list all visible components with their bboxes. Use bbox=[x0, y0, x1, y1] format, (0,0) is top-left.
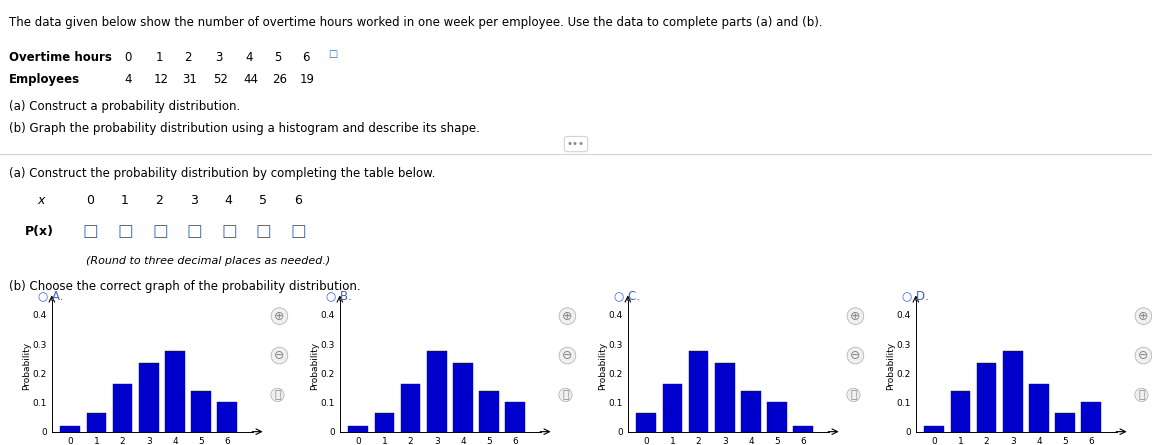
Text: (Round to three decimal places as needed.): (Round to three decimal places as needed… bbox=[86, 256, 331, 266]
Text: 4: 4 bbox=[245, 51, 253, 64]
Bar bbox=[348, 425, 367, 432]
Text: 2: 2 bbox=[184, 51, 192, 64]
Text: □: □ bbox=[328, 49, 338, 59]
Bar bbox=[401, 384, 420, 432]
Text: (a) Construct a probability distribution.: (a) Construct a probability distribution… bbox=[9, 100, 241, 113]
Text: ⊖: ⊖ bbox=[1138, 349, 1149, 362]
Text: 3: 3 bbox=[215, 51, 222, 64]
Text: 31: 31 bbox=[182, 73, 197, 86]
Bar bbox=[60, 425, 79, 432]
Bar bbox=[1003, 351, 1023, 432]
Bar bbox=[715, 364, 735, 432]
Bar bbox=[950, 392, 970, 432]
Bar bbox=[924, 425, 943, 432]
Text: (b) Graph the probability distribution using a histogram and describe its shape.: (b) Graph the probability distribution u… bbox=[9, 122, 480, 135]
Text: 2: 2 bbox=[156, 194, 164, 206]
Bar bbox=[1082, 402, 1101, 432]
Text: ⧉: ⧉ bbox=[562, 390, 569, 400]
Text: 19: 19 bbox=[300, 73, 314, 86]
Text: ○ C.: ○ C. bbox=[614, 289, 641, 302]
Bar bbox=[113, 384, 132, 432]
Text: ⊖: ⊖ bbox=[562, 349, 573, 362]
Bar bbox=[479, 392, 499, 432]
Text: □: □ bbox=[187, 222, 203, 240]
Text: ⊖: ⊖ bbox=[274, 349, 285, 362]
Bar bbox=[374, 413, 394, 432]
Text: 52: 52 bbox=[213, 73, 228, 86]
Text: 26: 26 bbox=[272, 73, 287, 86]
Y-axis label: Probability: Probability bbox=[22, 342, 31, 390]
Text: P(x): P(x) bbox=[25, 225, 54, 238]
Text: (b) Choose the correct graph of the probability distribution.: (b) Choose the correct graph of the prob… bbox=[9, 280, 361, 293]
Text: 12: 12 bbox=[153, 73, 168, 86]
Text: ⧉: ⧉ bbox=[274, 390, 281, 400]
Bar bbox=[741, 392, 760, 432]
Text: □: □ bbox=[83, 222, 99, 240]
Text: 44: 44 bbox=[243, 73, 258, 86]
Text: 0: 0 bbox=[124, 51, 131, 64]
Text: 4: 4 bbox=[124, 73, 132, 86]
Bar bbox=[86, 413, 106, 432]
Text: 3: 3 bbox=[190, 194, 198, 206]
Text: ⊕: ⊕ bbox=[562, 310, 573, 323]
Text: 1: 1 bbox=[121, 194, 129, 206]
Bar bbox=[427, 351, 447, 432]
Text: Overtime hours: Overtime hours bbox=[9, 51, 112, 64]
Y-axis label: Probability: Probability bbox=[310, 342, 319, 390]
Text: 5: 5 bbox=[274, 51, 281, 64]
Text: ⧉: ⧉ bbox=[850, 390, 857, 400]
Bar bbox=[191, 392, 211, 432]
Bar bbox=[1029, 384, 1048, 432]
Text: 6: 6 bbox=[302, 51, 310, 64]
Text: □: □ bbox=[118, 222, 134, 240]
Bar bbox=[453, 364, 472, 432]
Bar bbox=[1055, 413, 1075, 432]
Text: (a) Construct the probability distribution by completing the table below.: (a) Construct the probability distributi… bbox=[9, 167, 435, 180]
Text: □: □ bbox=[221, 222, 237, 240]
Bar bbox=[689, 351, 708, 432]
Text: □: □ bbox=[152, 222, 168, 240]
Text: ⊖: ⊖ bbox=[850, 349, 861, 362]
Text: •••: ••• bbox=[567, 139, 585, 149]
Bar bbox=[767, 402, 787, 432]
Text: 5: 5 bbox=[259, 194, 267, 206]
Bar bbox=[662, 384, 682, 432]
Bar bbox=[636, 413, 655, 432]
Text: ⊕: ⊕ bbox=[850, 310, 861, 323]
Text: ○ B.: ○ B. bbox=[326, 289, 351, 302]
Text: 0: 0 bbox=[86, 194, 94, 206]
Bar bbox=[218, 402, 237, 432]
Text: 1: 1 bbox=[156, 51, 164, 64]
Text: 6: 6 bbox=[294, 194, 302, 206]
Text: ○ A.: ○ A. bbox=[38, 289, 63, 302]
Bar bbox=[139, 364, 159, 432]
Bar bbox=[977, 364, 996, 432]
Bar bbox=[794, 425, 813, 432]
Y-axis label: Probability: Probability bbox=[886, 342, 895, 390]
Text: ⧉: ⧉ bbox=[1138, 390, 1145, 400]
Text: 4: 4 bbox=[225, 194, 233, 206]
Text: ⊕: ⊕ bbox=[274, 310, 285, 323]
Text: The data given below show the number of overtime hours worked in one week per em: The data given below show the number of … bbox=[9, 16, 823, 28]
Bar bbox=[165, 351, 184, 432]
Text: ⊕: ⊕ bbox=[1138, 310, 1149, 323]
Text: ○ D.: ○ D. bbox=[902, 289, 929, 302]
Bar bbox=[506, 402, 525, 432]
Text: Employees: Employees bbox=[9, 73, 81, 86]
Text: x: x bbox=[37, 194, 44, 206]
Text: □: □ bbox=[256, 222, 272, 240]
Y-axis label: Probability: Probability bbox=[598, 342, 607, 390]
Text: □: □ bbox=[290, 222, 306, 240]
